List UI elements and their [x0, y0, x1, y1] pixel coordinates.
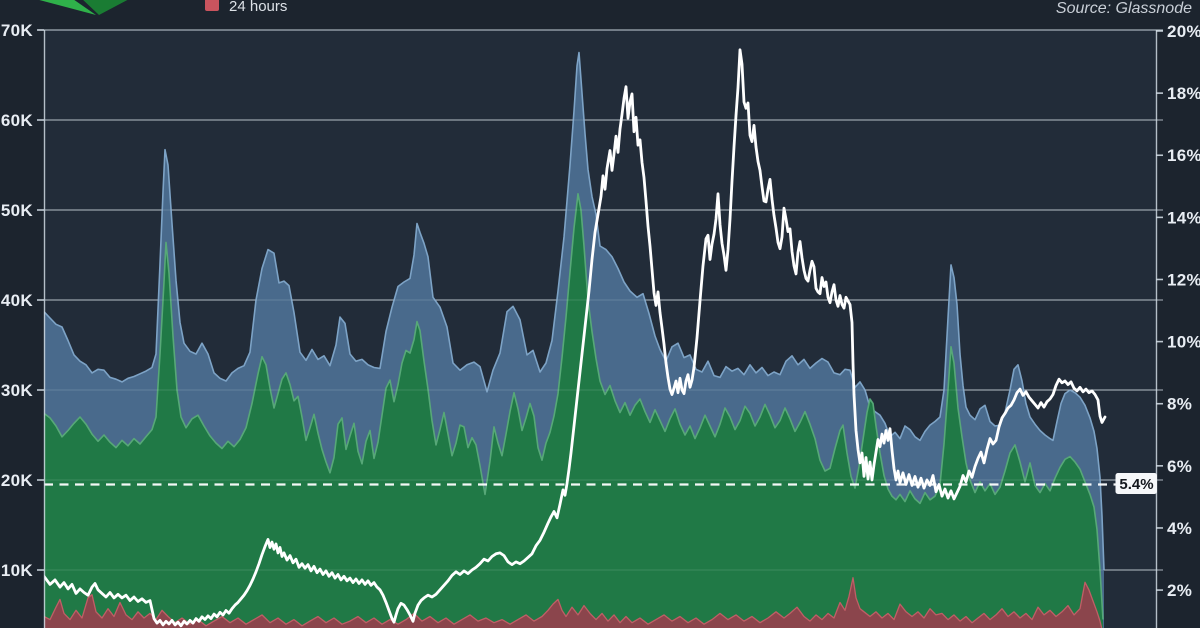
24 hours-area [44, 577, 1102, 628]
threshold-badge-value: 5.4% [1119, 476, 1153, 493]
left-axis-tick-label: 60K [1, 111, 34, 130]
gridlines-overlay [44, 119, 1156, 571]
right-axis-tick-label: 10% [1167, 333, 1200, 352]
header: 24 hours Source: Glassnode [39, 0, 1192, 17]
legend-swatch-icon [205, 0, 219, 11]
right-axis-tick-label: 2% [1167, 581, 1192, 600]
legend-item-24-hours[interactable]: 24 hours [205, 0, 287, 15]
right-axis-tick-label: 6% [1167, 457, 1192, 476]
green-band-area [44, 193, 1103, 628]
left-axis-tick-label: 30K [1, 381, 34, 400]
right-axis-tick-label: 14% [1167, 208, 1200, 227]
axes: 70K 60K 50K 40K 30K 20K 10K 20% 18% 16% 14% 12% 10% 8… [1, 21, 1200, 628]
right-axis-tick-label: 18% [1167, 84, 1200, 103]
right-axis-tick-label: 8% [1167, 395, 1192, 414]
right-axis-tick-label: 20% [1167, 22, 1200, 41]
legend-label: 24 hours [229, 0, 287, 15]
right-axis-tick-label: 12% [1167, 270, 1200, 289]
left-axis-tick-label: 70K [1, 21, 34, 40]
right-axis-tick-label: 4% [1167, 519, 1192, 538]
left-axis-tick-label: 40K [1, 291, 34, 310]
source-credit: Source: Glassnode [1056, 0, 1192, 17]
glassnode-logo-icon [39, 0, 128, 15]
left-axis-tick-label: 10K [1, 561, 34, 580]
threshold-badge: 5.4% [1115, 473, 1157, 494]
right-axis-tick-label: 16% [1167, 146, 1200, 165]
left-axis-tick-label: 50K [1, 201, 34, 220]
left-axis-tick-label: 20K [1, 471, 34, 490]
price-line-series [44, 48, 1107, 628]
